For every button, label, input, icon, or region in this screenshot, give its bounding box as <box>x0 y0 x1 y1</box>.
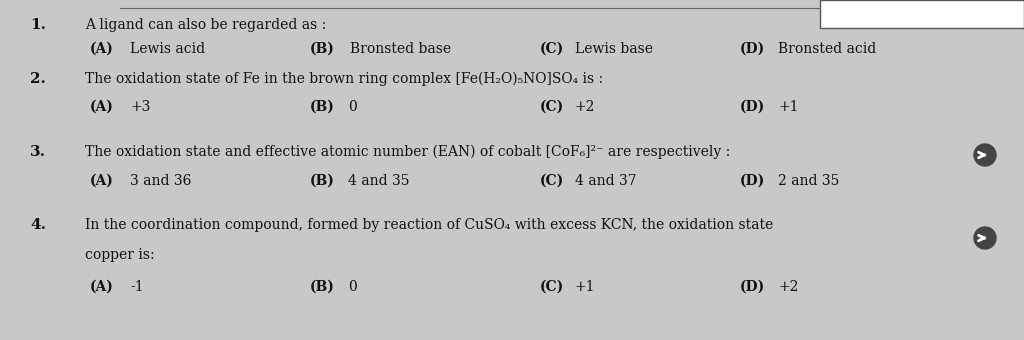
Text: The oxidation state of Fe in the brown ring complex [Fe(H₂O)₅NO]SO₄ is :: The oxidation state of Fe in the brown r… <box>85 72 603 86</box>
Text: 0: 0 <box>348 280 356 294</box>
Text: (A): (A) <box>90 280 114 294</box>
Text: (D): (D) <box>740 42 765 56</box>
Text: (B): (B) <box>310 100 335 114</box>
Text: 2 and 35: 2 and 35 <box>778 174 840 188</box>
Text: (A): (A) <box>90 100 114 114</box>
Text: 1.: 1. <box>30 18 46 32</box>
Text: +1: +1 <box>575 280 596 294</box>
Text: (D): (D) <box>740 280 765 294</box>
Text: (B): (B) <box>310 42 335 56</box>
Text: Lewis base: Lewis base <box>575 42 653 56</box>
Text: Bronsted acid: Bronsted acid <box>778 42 877 56</box>
Text: (C): (C) <box>540 42 564 56</box>
Text: 4 and 35: 4 and 35 <box>348 174 410 188</box>
Text: copper is:: copper is: <box>85 248 155 262</box>
Text: Bronsted base: Bronsted base <box>350 42 452 56</box>
Text: In the coordination compound, formed by reaction of CuSO₄ with excess KCN, the o: In the coordination compound, formed by … <box>85 218 773 232</box>
FancyBboxPatch shape <box>820 0 1024 28</box>
Text: +2: +2 <box>575 100 595 114</box>
Text: (B): (B) <box>310 174 335 188</box>
Text: 0: 0 <box>348 100 356 114</box>
Text: 2.: 2. <box>30 72 46 86</box>
Text: +3: +3 <box>130 100 151 114</box>
Text: -1: -1 <box>130 280 143 294</box>
Text: The oxidation state and effective atomic number (EAN) of cobalt [CoF₆]²⁻ are res: The oxidation state and effective atomic… <box>85 145 730 159</box>
Text: 4 and 37: 4 and 37 <box>575 174 637 188</box>
Text: (D): (D) <box>740 100 765 114</box>
Circle shape <box>974 227 996 249</box>
Text: (D): (D) <box>740 174 765 188</box>
Text: (A): (A) <box>90 42 114 56</box>
Text: Lewis acid: Lewis acid <box>130 42 205 56</box>
Text: +2: +2 <box>778 280 799 294</box>
Text: A ligand can also be regarded as :: A ligand can also be regarded as : <box>85 18 327 32</box>
Circle shape <box>974 144 996 166</box>
Text: (B): (B) <box>310 280 335 294</box>
Text: (C): (C) <box>540 100 564 114</box>
Text: (A): (A) <box>90 174 114 188</box>
Text: (C): (C) <box>540 280 564 294</box>
Text: 3 and 36: 3 and 36 <box>130 174 191 188</box>
Text: +1: +1 <box>778 100 799 114</box>
Text: 4.: 4. <box>30 218 46 232</box>
Text: 3.: 3. <box>30 145 46 159</box>
Text: (C): (C) <box>540 174 564 188</box>
